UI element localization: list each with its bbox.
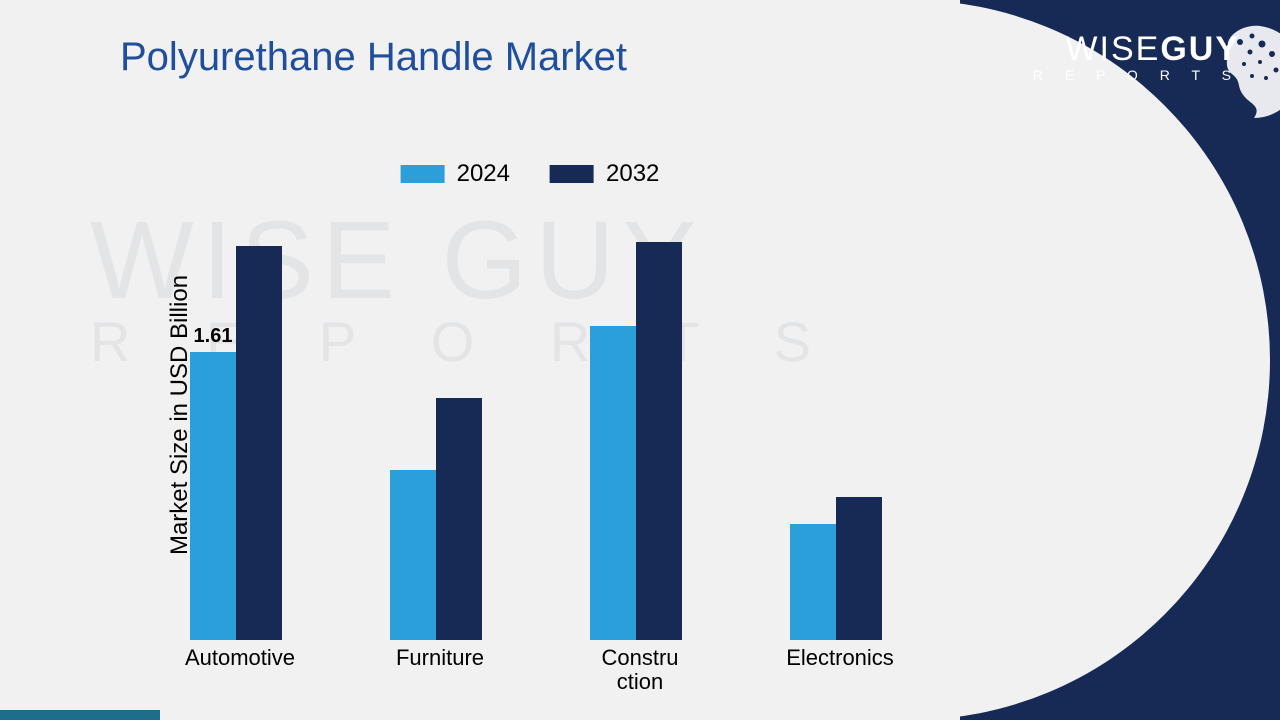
brand-text: WISEGUY R E P O R T S	[1033, 30, 1240, 83]
brand-word-1: WISE	[1065, 30, 1160, 68]
bar-value-label: 1.61	[183, 325, 243, 348]
chart: Market Size in USD Billion 2024 2032 1.6…	[110, 150, 950, 680]
x-axis-label: Construction	[570, 640, 710, 694]
legend: 2024 2032	[401, 160, 660, 188]
legend-item-2024: 2024	[401, 160, 510, 188]
accent-bottom-bar	[0, 710, 160, 720]
bar-2032	[836, 497, 882, 640]
bar-2024	[790, 524, 836, 640]
plot-area: 1.61AutomotiveFurnitureConstructionElect…	[170, 210, 930, 640]
legend-swatch-2024	[401, 165, 445, 183]
x-axis-label: Electronics	[770, 640, 910, 670]
bar-2032	[636, 242, 682, 640]
brand-line2: R E P O R T S	[1033, 67, 1240, 83]
brand-word-2: GUY	[1160, 30, 1240, 68]
bar-2032	[436, 398, 482, 640]
page: WISEGUY R E P O R T S Polyurethane Handl…	[0, 0, 1280, 720]
legend-item-2032: 2032	[550, 160, 659, 188]
bar-2024	[390, 470, 436, 640]
bar-2024	[590, 326, 636, 640]
legend-swatch-2032	[550, 165, 594, 183]
x-axis-label: Automotive	[170, 640, 310, 670]
page-title: Polyurethane Handle Market	[120, 35, 627, 80]
brand-line1: WISEGUY	[1033, 30, 1240, 69]
bar-2024	[190, 352, 236, 640]
bar-2032	[236, 246, 282, 640]
x-axis-label: Furniture	[370, 640, 510, 670]
legend-label-2032: 2032	[606, 160, 659, 188]
legend-label-2024: 2024	[457, 160, 510, 188]
